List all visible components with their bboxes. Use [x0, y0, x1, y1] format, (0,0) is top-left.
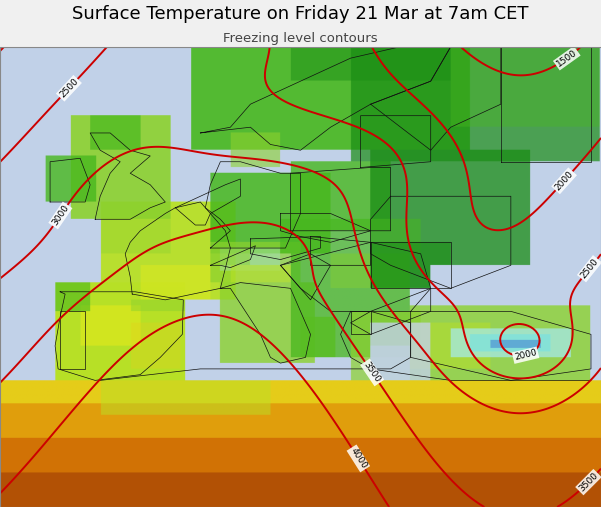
Text: 1500: 1500 — [555, 48, 579, 68]
Text: 3500: 3500 — [577, 471, 600, 493]
Text: Freezing level contours: Freezing level contours — [223, 32, 378, 45]
Text: 2500: 2500 — [58, 77, 80, 100]
Text: 2000: 2000 — [513, 348, 538, 362]
Text: 2500: 2500 — [579, 257, 600, 280]
Text: 4000: 4000 — [349, 446, 368, 470]
Text: 3500: 3500 — [362, 360, 382, 384]
Text: 3000: 3000 — [50, 203, 70, 228]
Text: Surface Temperature on Friday 21 Mar at 7am CET: Surface Temperature on Friday 21 Mar at … — [72, 5, 529, 23]
Text: 2000: 2000 — [553, 169, 575, 192]
